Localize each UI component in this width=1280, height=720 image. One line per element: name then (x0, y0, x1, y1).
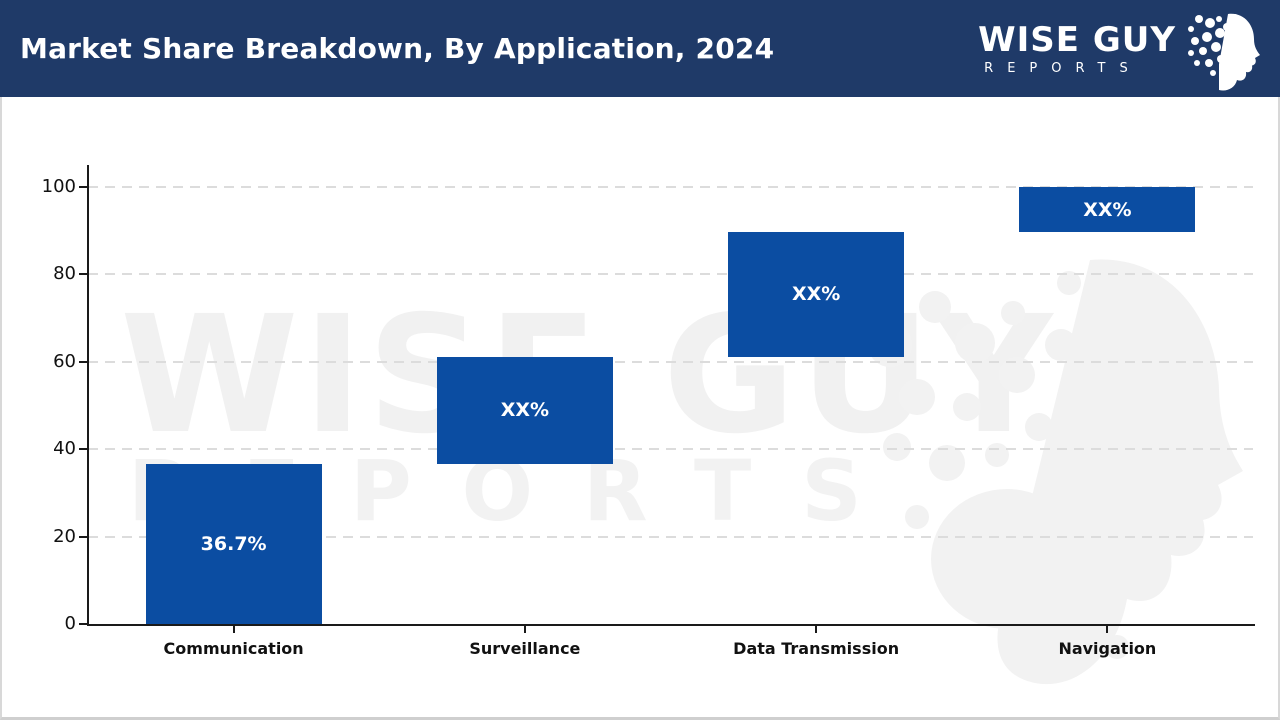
y-tick-label: 80 (53, 263, 76, 285)
logo-wordmark: WISE GUY (978, 20, 1176, 60)
y-tick-mark (79, 623, 88, 625)
y-axis-spine (87, 165, 89, 626)
y-tick-mark (79, 360, 88, 363)
x-tick-mark (232, 626, 235, 633)
bar-value-label: 36.7% (200, 532, 267, 555)
logo-text: WISE GUY REPORTS (978, 21, 1176, 76)
y-tick-mark (79, 535, 88, 538)
bar-value-label: XX% (500, 399, 550, 422)
y-gridline (88, 448, 1253, 451)
bar-segment: 36.7% (145, 463, 322, 624)
bar-segment: XX% (728, 232, 905, 357)
logo-subtitle: REPORTS (984, 61, 1142, 76)
bar-segment: XX% (436, 356, 613, 464)
y-tick-label: 0 (64, 613, 76, 634)
x-tick-mark (1106, 626, 1109, 633)
bar-value-label: XX% (1083, 198, 1132, 221)
wiseguy-head-icon (1188, 13, 1260, 91)
y-tick-label: 60 (53, 350, 76, 372)
x-tick-mark (523, 626, 526, 633)
y-tick-mark (79, 186, 88, 188)
header-bar: Market Share Breakdown, By Application, … (0, 0, 1280, 97)
x-axis-spine (87, 624, 1255, 626)
bar-value-label: XX% (791, 283, 841, 306)
y-gridline (88, 273, 1253, 276)
y-gridline (88, 360, 1253, 363)
page-title: Market Share Breakdown, By Application, … (20, 32, 775, 65)
x-tick-mark (815, 626, 818, 633)
wiseguy-logo: WISE GUY REPORTS (978, 6, 1266, 92)
x-tick-label: Navigation (1058, 639, 1157, 658)
y-tick-mark (79, 273, 88, 276)
y-tick-label: 40 (53, 438, 76, 460)
bar-segment: XX% (1019, 187, 1196, 233)
y-gridline (88, 535, 1253, 538)
x-tick-label: Surveillance (469, 639, 581, 658)
y-gridline (88, 186, 1253, 188)
x-tick-label: Data Transmission (733, 639, 900, 658)
x-tick-label: Communication (163, 639, 304, 658)
y-tick-mark (79, 448, 88, 451)
y-tick-label: 20 (53, 525, 76, 547)
y-tick-label: 100 (41, 176, 76, 197)
